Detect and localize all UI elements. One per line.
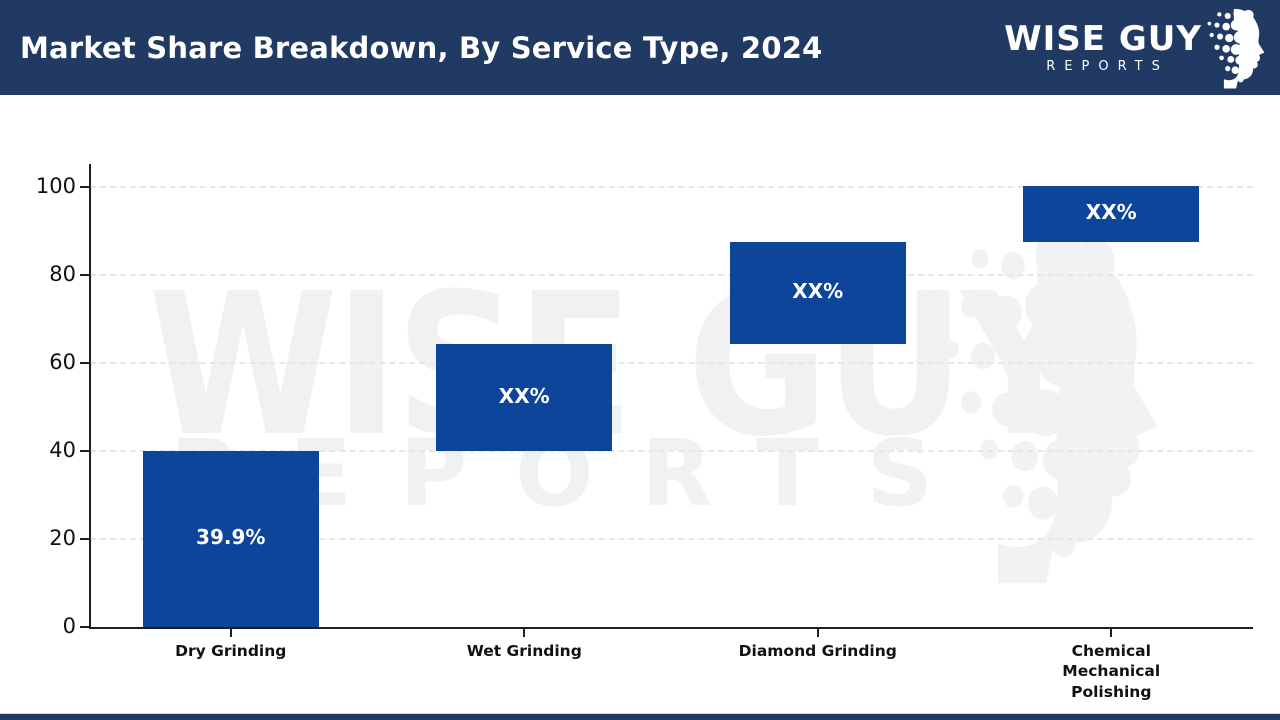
gridline-20 (90, 538, 1253, 540)
category-label-1: Dry Grinding (175, 642, 287, 660)
page-title: Market Share Breakdown, By Service Type,… (20, 30, 823, 65)
x-tick-1 (229, 629, 232, 637)
brand-name: WISE GUY (1004, 18, 1202, 59)
x-tick-4 (1110, 629, 1113, 637)
y-tick-label-0: 0 (62, 614, 76, 638)
dotted-head-icon (1207, 9, 1265, 89)
y-tick-100 (80, 186, 89, 188)
y-tick-20 (80, 538, 89, 540)
brand-subname: REPORTS (1046, 59, 1169, 75)
y-tick-label-100: 100 (35, 174, 76, 198)
bar-value-label: XX% (498, 383, 550, 408)
y-tick-40 (80, 450, 89, 452)
y-tick-label-20: 20 (49, 526, 76, 550)
y-tick-label-60: 60 (49, 350, 76, 374)
y-tick-label-40: 40 (49, 438, 76, 462)
bar-chemical-mechanical-polishing (1023, 186, 1200, 242)
gridline-100 (90, 186, 1253, 188)
brand-logo-text: WISE GUY REPORTS (1004, 18, 1202, 75)
category-label-3: Diamond Grinding (738, 642, 897, 660)
bar-value-label: 39.9% (196, 525, 266, 550)
bar-value-label: XX% (792, 278, 844, 303)
footer-bar (0, 713, 1280, 720)
watermark-head-graphic (933, 235, 1157, 584)
y-tick-label-80: 80 (49, 262, 76, 286)
gridline-60 (90, 362, 1253, 364)
category-label-4: Chemical Mechanical Polishing (1062, 642, 1161, 701)
category-label-2: Wet Grinding (466, 642, 582, 660)
x-tick-3 (816, 629, 819, 637)
gridline-80 (90, 274, 1253, 276)
watermark-brand-text: WISE GUY (148, 252, 1086, 480)
x-axis-line (89, 627, 1253, 629)
y-tick-0 (80, 626, 89, 628)
y-axis-line (89, 164, 91, 629)
header-bar: Market Share Breakdown, By Service Type,… (0, 0, 1280, 95)
gridline-40 (90, 450, 1253, 452)
bar-wet-grinding (436, 344, 613, 451)
y-tick-60 (80, 362, 89, 364)
bar-diamond-grinding (729, 241, 906, 345)
y-tick-80 (80, 274, 89, 276)
brand-logo: WISE GUY REPORTS (1004, 6, 1272, 90)
x-tick-2 (523, 629, 526, 637)
bar-value-label: XX% (1085, 199, 1137, 224)
bar-dry-grinding (142, 451, 319, 627)
